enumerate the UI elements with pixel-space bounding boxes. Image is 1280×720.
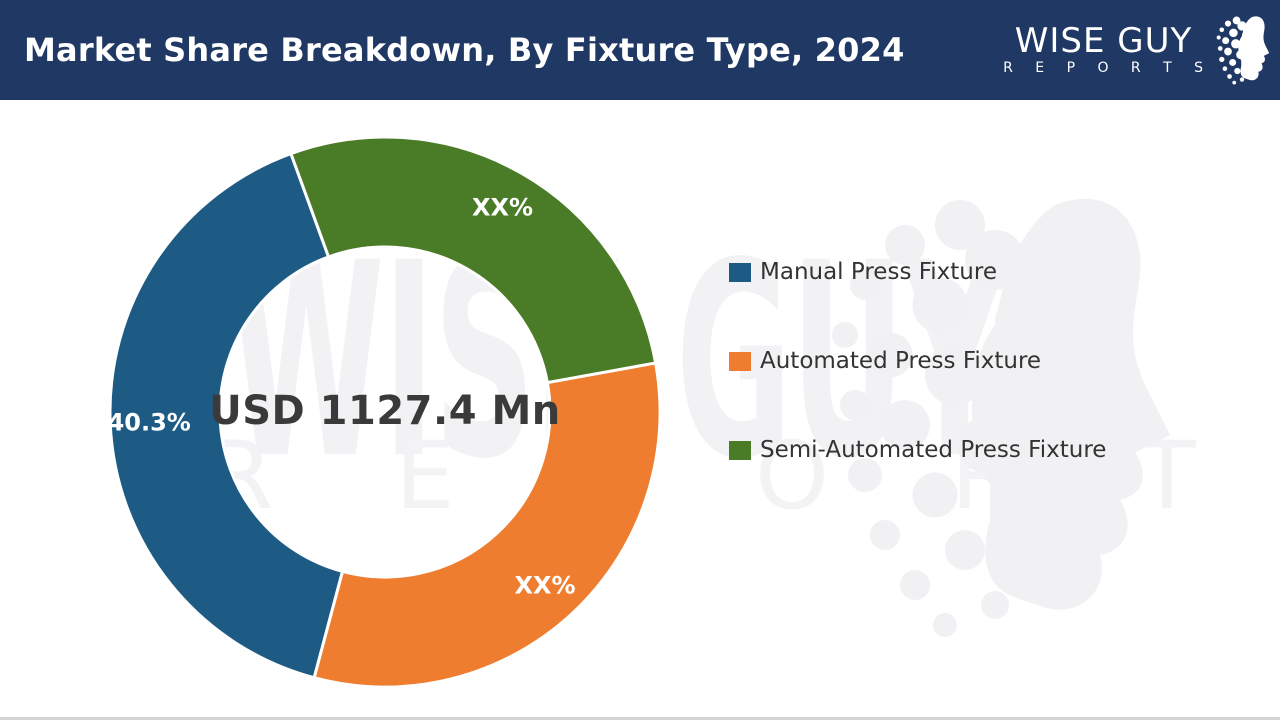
donut-chart: 40.3% XX% XX% [108, 135, 662, 689]
chart-center-value: USD 1127.4 Mn [209, 388, 561, 434]
legend-label: Semi-Automated Press Fixture [760, 437, 1107, 463]
page-title: Market Share Breakdown, By Fixture Type,… [24, 31, 905, 69]
bottom-strip [0, 717, 1280, 720]
legend-item-manual: Manual Press Fixture [729, 253, 1106, 291]
legend-label: Automated Press Fixture [760, 348, 1042, 374]
header: Market Share Breakdown, By Fixture Type,… [0, 0, 1280, 100]
logo-subtitle: R E P O R T S [1003, 60, 1212, 77]
wiseguy-face-icon [1214, 13, 1270, 87]
wiseguy-logo: WISE GUY R E P O R T S [995, 13, 1270, 87]
pie-slice [108, 152, 345, 680]
slice-label: 40.3% [108, 409, 191, 437]
logo-wordmark: WISE GUY [1014, 20, 1193, 61]
pie-slice [312, 361, 662, 689]
legend-label: Manual Press Fixture [760, 259, 997, 285]
legend-item-automated: Automated Press Fixture [729, 342, 1106, 380]
legend-swatch [729, 262, 751, 282]
pie-slice [289, 135, 658, 385]
legend-swatch [729, 440, 751, 460]
legend-item-semi-automated: Semi-Automated Press Fixture [729, 431, 1106, 469]
slice-label: XX% [472, 193, 533, 221]
slice-label: XX% [514, 572, 575, 600]
legend-swatch [729, 351, 751, 371]
chart-area: WISE GUY R E P O R T S 40.3%XX%XX% USD 1… [0, 100, 1280, 717]
legend: Manual Press Fixture Automated Press Fix… [729, 253, 1106, 520]
